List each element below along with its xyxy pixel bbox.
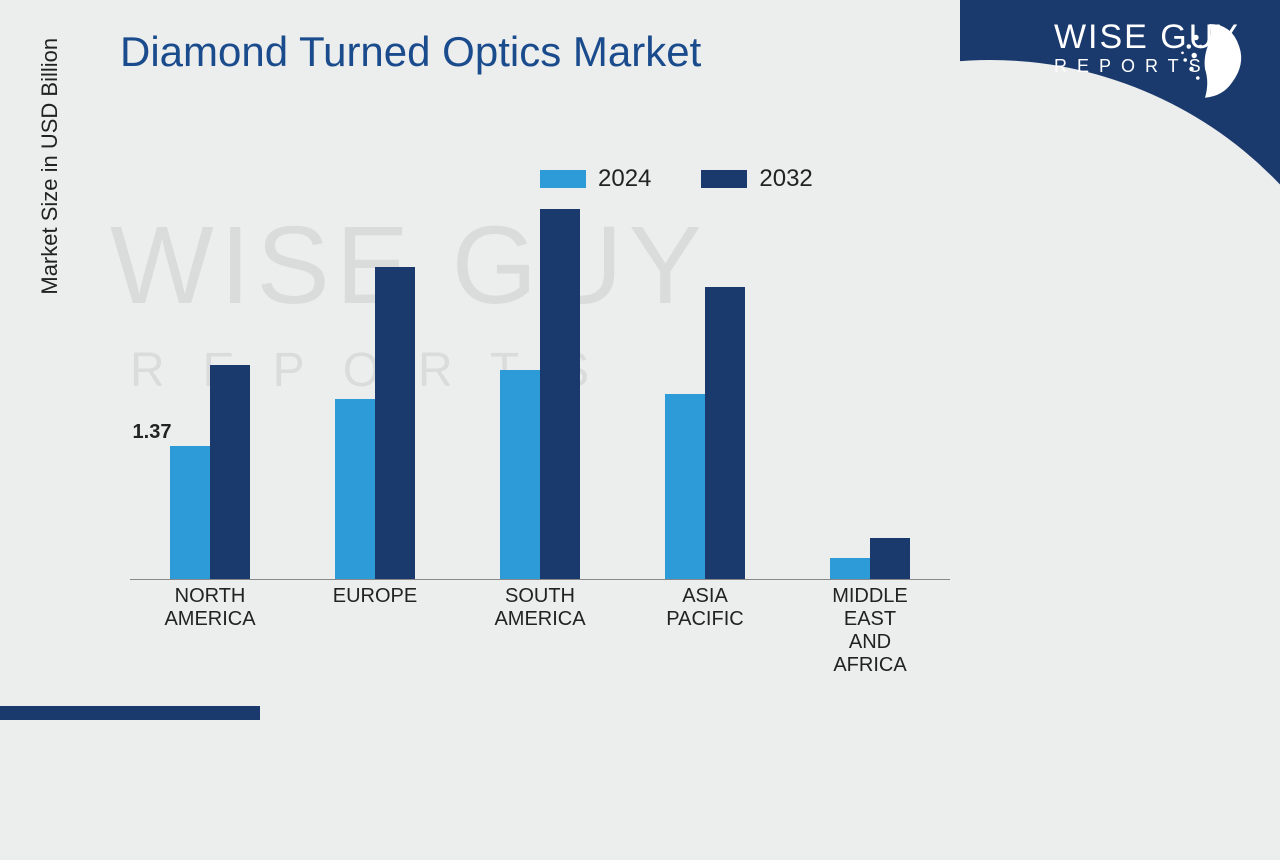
bar-2032: [375, 267, 415, 579]
x-axis-labels: NORTHAMERICA EUROPE SOUTHAMERICA ASIAPACIFI…: [130, 585, 950, 675]
bar-group: 1.37: [150, 365, 270, 579]
x-axis-label: EUROPE: [305, 585, 445, 608]
brand-logo: WISE GUY REPORTS: [1054, 20, 1240, 77]
legend-swatch-2032: [701, 170, 747, 188]
legend-label-2032: 2032: [759, 165, 812, 193]
chart-title: Diamond Turned Optics Market: [120, 28, 701, 76]
x-axis-label: MIDDLEEASTANDAFRICA: [800, 585, 940, 677]
x-axis-label: NORTHAMERICA: [140, 585, 280, 631]
legend-label-2024: 2024: [598, 165, 651, 193]
bar-group: [315, 267, 435, 579]
legend-item-2024: 2024: [540, 165, 651, 193]
legend-item-2032: 2032: [701, 165, 812, 193]
bar-2024: [665, 394, 705, 579]
logo-head-icon: [1160, 15, 1250, 105]
legend: 2024 2032: [540, 165, 813, 193]
bar-2024: [335, 399, 375, 579]
bar-group: [810, 538, 930, 579]
bar-2024: [500, 370, 540, 579]
bar-2032: [705, 287, 745, 579]
bar-group: [645, 287, 765, 579]
bar-value-label: 1.37: [132, 421, 172, 444]
bar-2032: [540, 209, 580, 579]
bar-2032: [870, 538, 910, 579]
bar-2024: [830, 558, 870, 579]
chart-area: Market Size in USD Billion 2024 2032 1.3…: [60, 170, 960, 650]
plot-area: 1.37: [130, 200, 950, 580]
legend-swatch-2024: [540, 170, 586, 188]
bar-group: [480, 209, 600, 579]
bar-2024: 1.37: [170, 446, 210, 579]
x-axis-label: SOUTHAMERICA: [470, 585, 610, 631]
x-axis-label: ASIAPACIFIC: [635, 585, 775, 631]
bar-2032: [210, 365, 250, 579]
bottom-accent-bar: [0, 706, 260, 720]
y-axis-label: Market Size in USD Billion: [37, 38, 63, 295]
